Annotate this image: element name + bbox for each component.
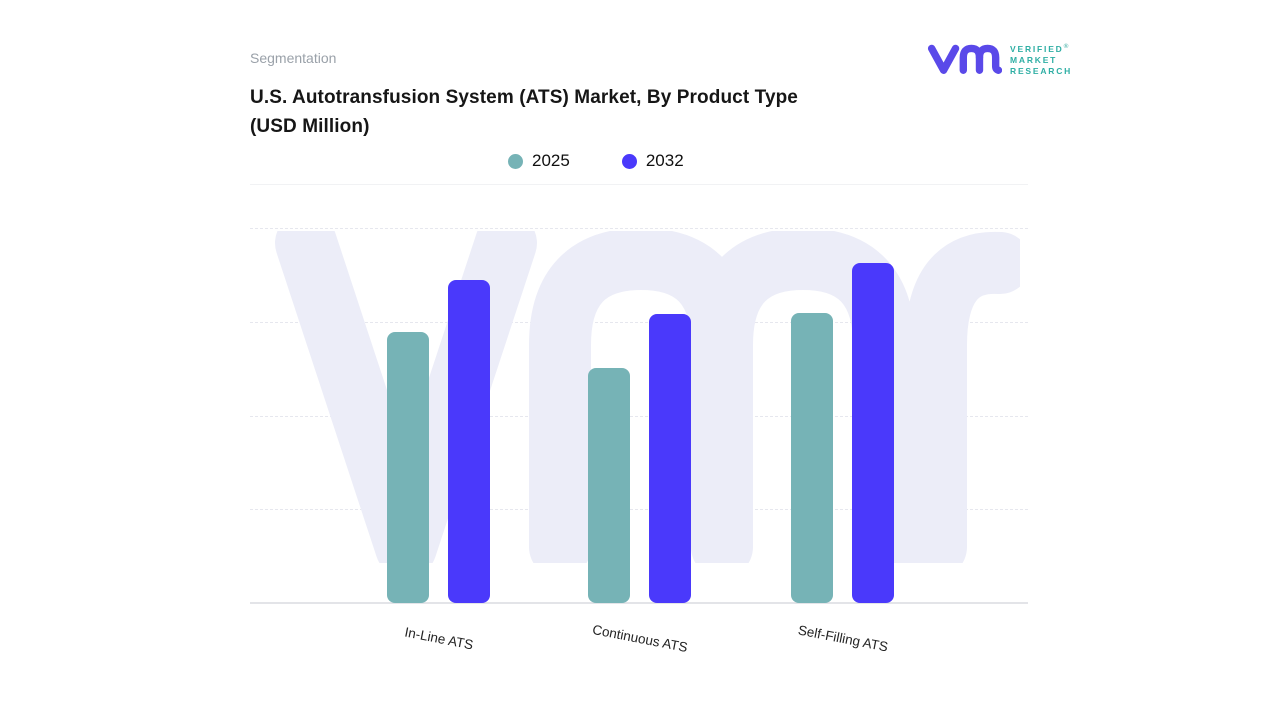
bar-group-in-line-ats [387,228,490,603]
brand-line-market: MARKET [1010,54,1058,65]
chart-legend: 2025 2032 [508,151,684,171]
legend-label-2032: 2032 [645,151,684,170]
legend-item-2025: 2025 [508,151,570,171]
bar-2032-continuous-ats [649,314,691,603]
bar-2032-self-filling-ats [852,262,894,603]
vm-monogram-icon [927,44,1002,74]
brand-line-research: RESEARCH [1010,65,1073,76]
bar-group-self-filling-ats [791,228,894,603]
gridline [250,228,1028,229]
registered-mark: ® [1063,43,1069,51]
chart-title-line1: U.S. Autotransfusion System (ATS) Market… [250,87,798,108]
bar-2025-self-filling-ats [791,313,833,603]
bar-2032-in-line-ats [448,279,490,603]
x-axis-baseline [250,602,1028,604]
bar-2025-in-line-ats [387,332,429,603]
brand-line-verified: VERIFIED [1010,43,1064,54]
legend-item-2032: 2032 [621,151,684,171]
category-label-self-filling-ats: Self-Filling ATS [796,622,889,655]
header-separator [250,184,1028,185]
bar-2025-continuous-ats [588,367,630,603]
brand-wordmark: VERIFIED® MARKET RESEARCH [1010,41,1072,77]
category-label-continuous-ats: Continuous ATS [590,621,689,656]
chart-title: U.S. Autotransfusion System (ATS) Market… [250,83,890,141]
eyebrow-label: Segmentation [250,50,337,66]
bar-group-continuous-ats [588,228,691,603]
legend-dot-2025 [508,153,523,169]
chart-title-line2: (USD Million) [250,116,370,137]
category-label-in-line-ats: In-Line ATS [402,624,475,653]
plot-area: In-Line ATS Continuous ATS Self-Filling AT… [250,228,1028,655]
legend-dot-2032 [621,153,637,169]
legend-label-2025: 2025 [532,151,570,170]
vmr-logo: VERIFIED® MARKET RESEARCH [926,34,1072,84]
